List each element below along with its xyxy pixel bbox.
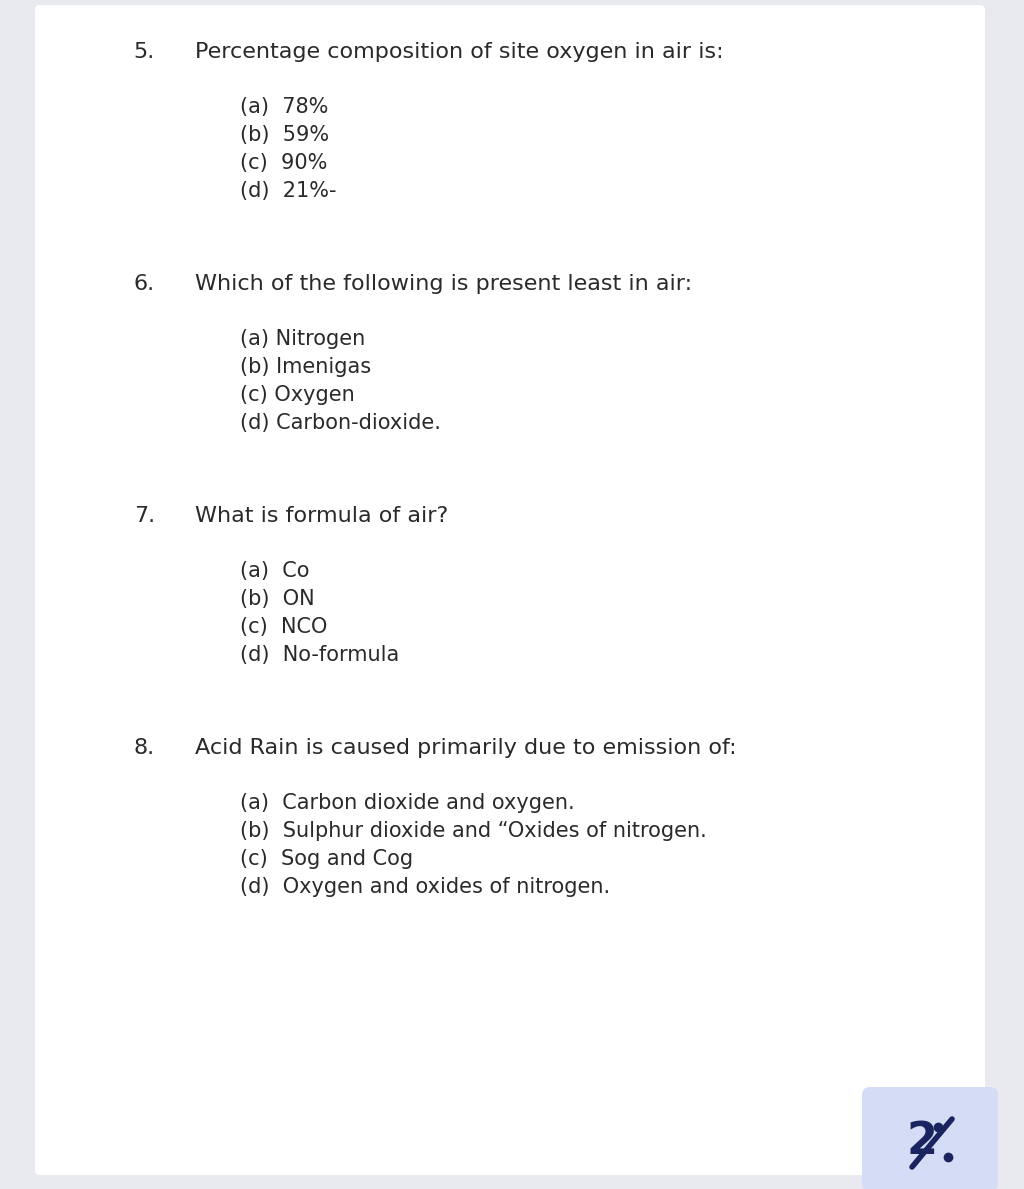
Text: (d)  No-formula: (d) No-formula — [240, 644, 399, 665]
Text: 5.: 5. — [134, 42, 155, 62]
Text: Percentage composition of site oxygen in air is:: Percentage composition of site oxygen in… — [195, 42, 724, 62]
Text: (c) Oxygen: (c) Oxygen — [240, 385, 354, 405]
Text: (d)  Oxygen and oxides of nitrogen.: (d) Oxygen and oxides of nitrogen. — [240, 877, 610, 897]
Text: (d) Carbon-dioxide.: (d) Carbon-dioxide. — [240, 413, 441, 433]
Text: Acid Rain is caused primarily due to emission of:: Acid Rain is caused primarily due to emi… — [195, 738, 736, 759]
FancyBboxPatch shape — [862, 1087, 998, 1189]
Text: (a)  Carbon dioxide and oxygen.: (a) Carbon dioxide and oxygen. — [240, 793, 574, 813]
FancyBboxPatch shape — [35, 5, 985, 1175]
Text: 8.: 8. — [134, 738, 155, 759]
Text: (b) Imenigas: (b) Imenigas — [240, 357, 371, 377]
Text: (a)  78%: (a) 78% — [240, 97, 329, 117]
Text: (b)  59%: (b) 59% — [240, 125, 329, 145]
Text: (b)  Sulphur dioxide and “Oxides of nitrogen.: (b) Sulphur dioxide and “Oxides of nitro… — [240, 820, 707, 841]
Text: (c)  90%: (c) 90% — [240, 153, 328, 174]
Text: (d)  21%-: (d) 21%- — [240, 181, 337, 201]
Text: (c)  NCO: (c) NCO — [240, 617, 328, 637]
Text: (a) Nitrogen: (a) Nitrogen — [240, 329, 366, 350]
Text: 6.: 6. — [134, 273, 155, 294]
Text: (b)  ON: (b) ON — [240, 589, 314, 609]
Text: What is formula of air?: What is formula of air? — [195, 507, 449, 526]
Text: 7.: 7. — [134, 507, 155, 526]
Text: Which of the following is present least in air:: Which of the following is present least … — [195, 273, 692, 294]
Text: (a)  Co: (a) Co — [240, 561, 309, 581]
Text: (c)  Sog and Cog: (c) Sog and Cog — [240, 849, 413, 869]
Text: 2: 2 — [906, 1120, 938, 1163]
